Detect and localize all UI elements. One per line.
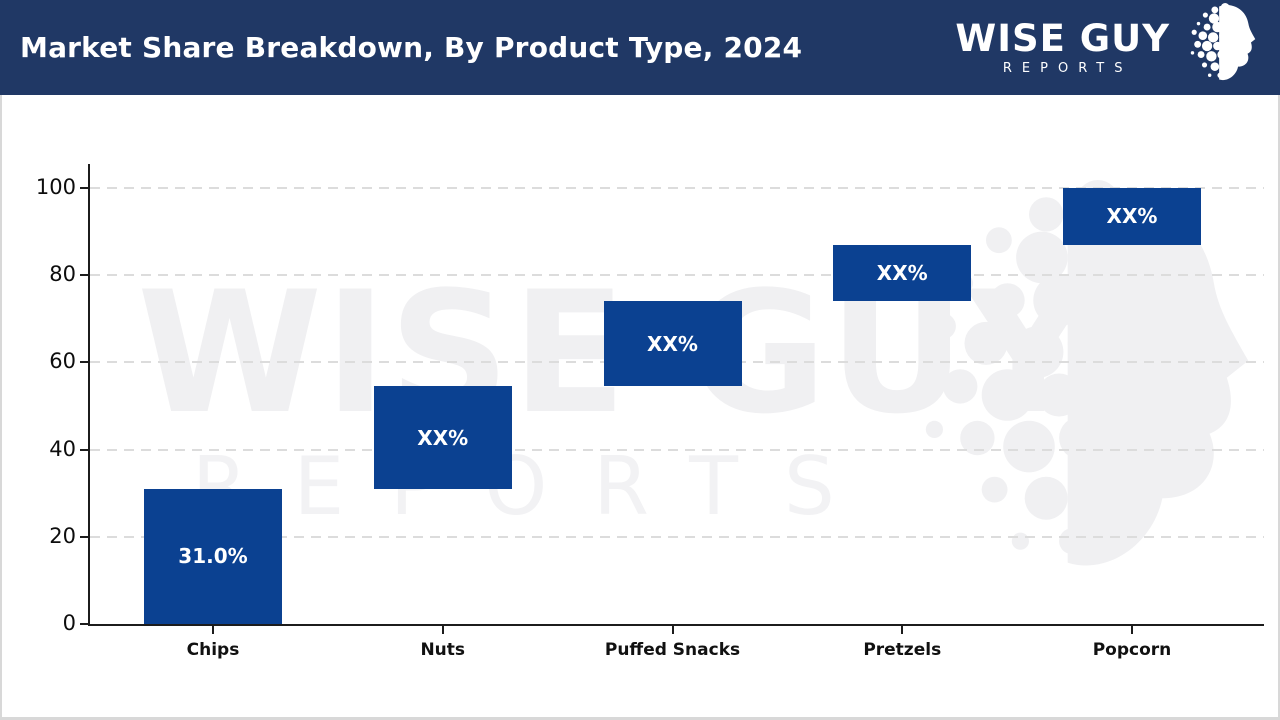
y-axis-tick: [80, 274, 88, 277]
bar-pretzels: XX%: [833, 244, 972, 302]
bar-value-label: XX%: [647, 331, 698, 356]
x-axis-line: [88, 624, 1264, 626]
x-category-label: Chips: [186, 640, 240, 660]
x-category-label: Popcorn: [1092, 640, 1172, 660]
wiseguy-face-logo-icon: [1174, 3, 1266, 93]
y-gridline: [90, 448, 1264, 451]
bar-popcorn: XX%: [1063, 188, 1201, 245]
x-axis-tick: [671, 626, 674, 634]
logo-reports-text: REPORTS: [1002, 61, 1133, 76]
x-category-label: Puffed Snacks: [604, 640, 741, 660]
y-tick-label: 100: [35, 175, 76, 199]
x-axis-tick: [1131, 626, 1133, 634]
bar-chips: 31.0%: [144, 488, 282, 624]
y-tick-label: 80: [49, 262, 76, 287]
y-axis-tick: [80, 361, 88, 364]
y-tick-label: 20: [49, 523, 76, 548]
y-tick-label: 40: [49, 436, 76, 461]
bar-value-label: XX%: [417, 425, 469, 450]
x-axis-tick: [212, 626, 214, 634]
watermark-reports: REPORTS: [192, 440, 881, 533]
bar-nuts: XX%: [373, 386, 512, 489]
x-category-label: Nuts: [420, 640, 466, 660]
y-axis-tick: [80, 535, 88, 538]
y-tick-label: 60: [49, 349, 76, 374]
bar-value-label: XX%: [876, 261, 928, 285]
y-gridline: [90, 274, 1264, 277]
wiseguy-logo: WISE GUY REPORTS: [955, 3, 1266, 88]
y-axis-tick: [80, 623, 88, 625]
y-gridline: [90, 187, 1264, 189]
y-tick-label: 0: [62, 611, 76, 635]
bar-puffed-snacks: XX%: [603, 301, 742, 387]
x-category-label: Pretzels: [863, 640, 942, 660]
y-gridline: [90, 535, 1264, 538]
chart-area: WISE GUY REPORTS 0 20 40 60 80 100 31.0% Chips X…: [0, 95, 1280, 720]
y-axis-tick: [80, 448, 88, 451]
page-title: Market Share Breakdown, By Product Type,…: [20, 31, 803, 64]
logo-wise-guy-text: WISE GUY: [955, 17, 1170, 60]
wiseguy-logo-text: WISE GUY REPORTS: [955, 20, 1170, 76]
x-axis-tick: [441, 626, 444, 634]
bar-value-label: XX%: [1106, 204, 1158, 229]
x-axis-tick: [901, 626, 904, 634]
bar-value-label: 31.0%: [178, 544, 248, 569]
header-bar: Market Share Breakdown, By Product Type,…: [0, 0, 1280, 95]
y-axis-tick: [80, 187, 88, 189]
y-axis-line: [88, 164, 90, 626]
